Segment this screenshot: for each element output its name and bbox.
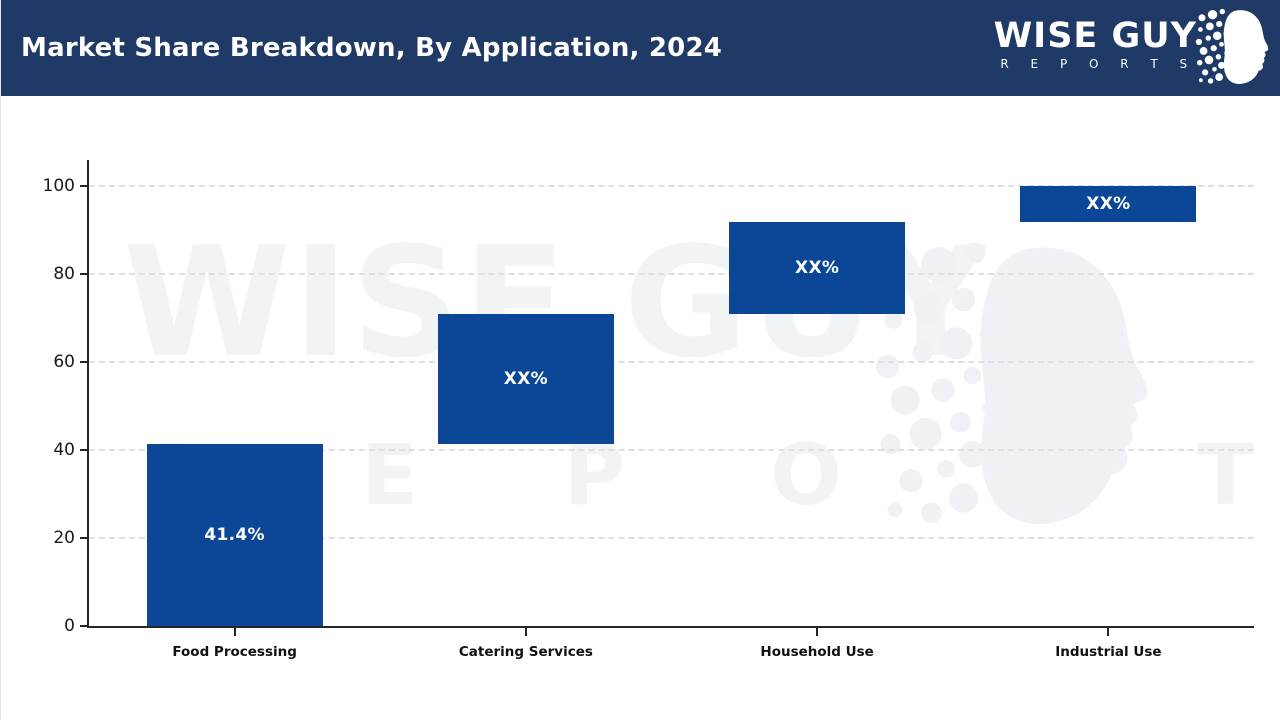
y-axis-tick-mark [80,449,89,452]
x-axis-category-label: Food Processing [172,644,297,660]
y-axis-tick-mark [80,185,89,188]
y-axis-tick-mark [80,273,89,276]
y-axis-tick-label: 20 [53,528,75,549]
y-axis-tick-label: 80 [53,264,75,285]
logo-subtitle: R E P O R T S [1000,56,1197,71]
gridline [89,537,1254,540]
y-axis-tick-label: 0 [64,616,75,636]
wise-guy-reports-logo: WISE GUY R E P O R T S [994,0,1269,96]
logo-text: WISE GUY R E P O R T S [994,18,1197,71]
gridline [89,273,1254,276]
x-axis-tick-mark [816,628,819,636]
y-axis-tick-label: 40 [53,440,75,461]
bar-value-label: XX% [1086,193,1131,214]
header-bar: Market Share Breakdown, By Application, … [1,0,1280,96]
bar-value-label: XX% [795,257,840,278]
x-axis-tick-mark [524,628,527,636]
chart-area: WISE GUY R E P O R T S 02040608010041.4%… [1,96,1280,720]
y-axis-tick-mark [80,361,89,364]
x-axis-category-label: Industrial Use [1055,644,1162,660]
y-axis-line [87,160,89,628]
y-axis-tick-label: 100 [42,176,75,197]
y-axis-tick-label: 60 [53,352,75,373]
x-axis-tick-mark [233,628,236,636]
waterfall-bar-household-use: XX% [729,221,906,314]
y-axis-tick-mark [80,537,89,540]
gridline [89,449,1254,452]
page-title: Market Share Breakdown, By Application, … [21,33,723,63]
bar-value-label: 41.4% [204,524,265,545]
x-axis-category-label: Household Use [760,644,874,660]
x-axis-line [87,626,1254,628]
gridline [89,185,1254,188]
waterfall-bar-catering-services: XX% [437,313,614,444]
x-axis-tick-mark [1107,628,1110,636]
logo-face-icon [1195,8,1269,84]
waterfall-bar-food-processing: 41.4% [146,443,323,626]
logo-wordmark: WISE GUY [993,16,1197,56]
waterfall-bar-industrial-use: XX% [1020,186,1197,222]
bar-value-label: XX% [503,368,548,389]
gridline [89,361,1254,364]
y-axis-tick-mark [80,625,89,627]
x-axis-category-label: Catering Services [458,644,593,660]
